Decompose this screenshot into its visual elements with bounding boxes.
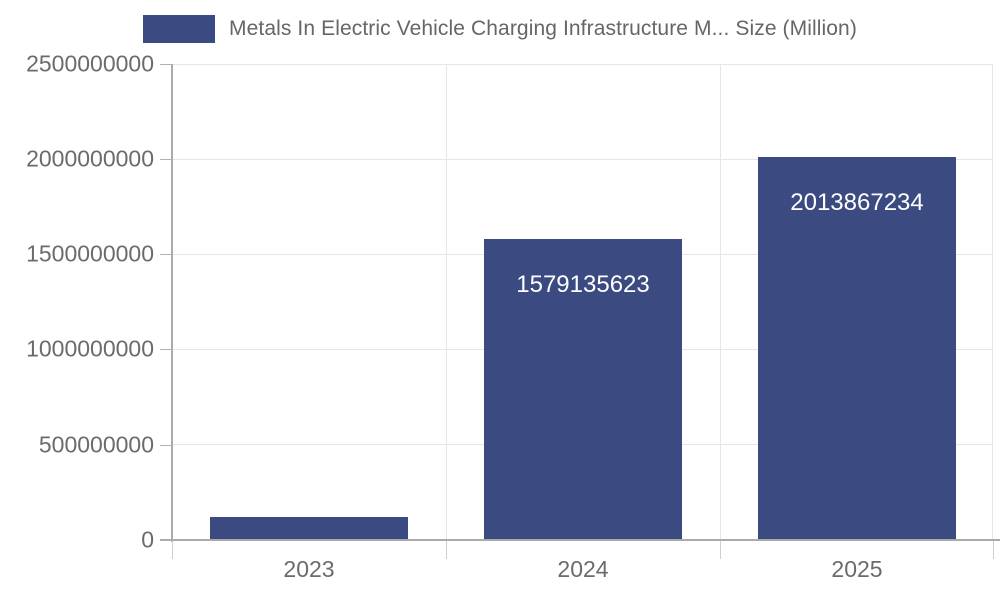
x-tick-mark [720, 541, 721, 559]
chart-legend: Metals In Electric Vehicle Charging Infr… [0, 0, 1000, 58]
gridline-horizontal [172, 159, 993, 160]
x-tick-label-2023: 2023 [283, 556, 335, 582]
bar-2024[interactable] [484, 239, 682, 540]
gridline-horizontal [172, 64, 993, 65]
y-tick-mark [160, 540, 172, 541]
y-tick-mark [160, 64, 172, 65]
y-tick-label-2000000000: 2000000000 [26, 145, 154, 172]
y-tick-label-500000000: 500000000 [38, 431, 154, 458]
bar-2023[interactable] [210, 516, 408, 540]
bar-value-label-2023: 123456789 [248, 548, 370, 576]
legend-item-label: Metals In Electric Vehicle Charging Infr… [229, 17, 857, 40]
x-axis-line [160, 539, 1000, 541]
x-tick-label-2025: 2025 [831, 556, 883, 582]
x-tick-mark [446, 541, 447, 559]
gridline-vertical [992, 64, 993, 540]
bar-value-label-2025: 2013867234 [790, 188, 924, 216]
y-tick-mark [160, 254, 172, 255]
y-tick-label-1000000000: 1000000000 [26, 335, 154, 362]
y-axis-labels: 0 500000000 1000000000 1500000000 200000… [0, 0, 154, 600]
bar-value-label-2024: 1579135623 [516, 271, 650, 299]
y-tick-label-0: 0 [141, 526, 154, 553]
x-tick-label-2024: 2024 [557, 556, 609, 582]
y-axis-line [171, 64, 173, 542]
gridline-vertical [720, 64, 721, 540]
x-tick-mark [172, 541, 173, 559]
y-tick-mark [160, 349, 172, 350]
y-tick-mark [160, 159, 172, 160]
plot-area: 123456789 1579135623 2013867234 [172, 64, 993, 575]
y-tick-label-2500000000: 2500000000 [26, 50, 154, 77]
legend-item-series-1[interactable]: Metals In Electric Vehicle Charging Infr… [143, 15, 857, 43]
y-tick-mark [160, 445, 172, 446]
bar-2025[interactable] [758, 156, 956, 540]
y-tick-label-1500000000: 1500000000 [26, 240, 154, 267]
gridline-vertical [446, 64, 447, 540]
x-tick-mark [993, 541, 994, 559]
series-color-swatch-icon [143, 15, 216, 43]
